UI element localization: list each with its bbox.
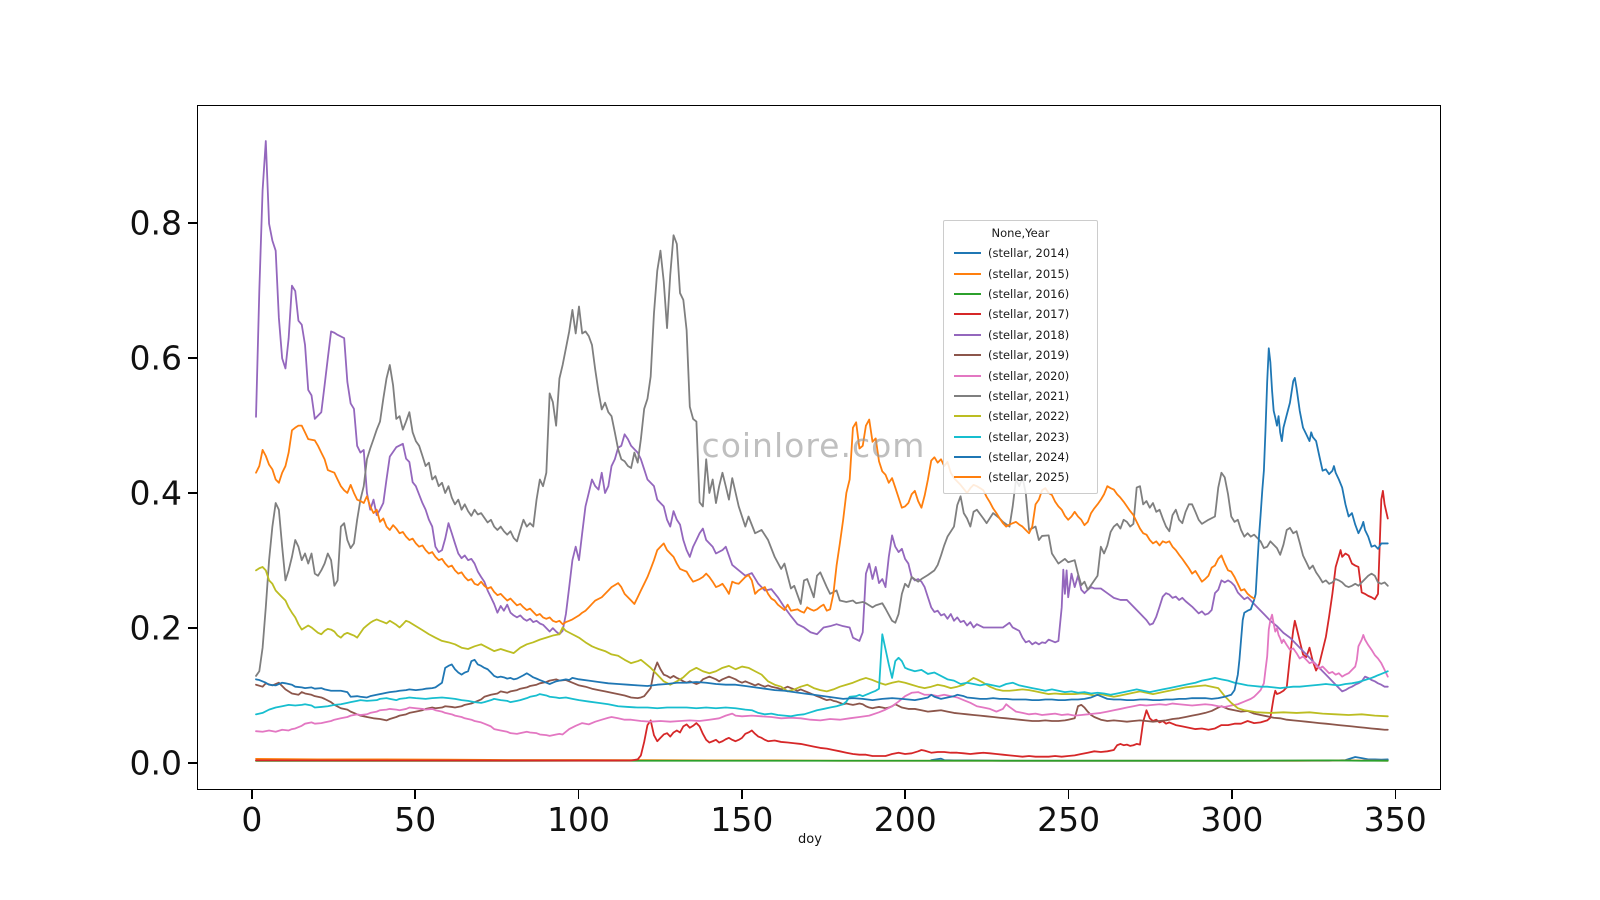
- x-tick-mark: [251, 790, 253, 799]
- legend-item-2020: (stellar, 2020): [950, 365, 1091, 385]
- legend-item-label: (stellar, 2020): [988, 368, 1070, 383]
- x-axis-label: doy: [798, 832, 822, 847]
- legend-line-swatch: [954, 394, 981, 397]
- series-line-stellar-2024: [255, 347, 1389, 702]
- legend-item-2025: (stellar, 2025): [950, 467, 1091, 487]
- legend: None,Year (stellar, 2014) (stellar, 2015)…: [943, 220, 1098, 494]
- plot-lines: [255, 140, 1389, 762]
- legend-item-label: (stellar, 2015): [988, 266, 1070, 281]
- plot-area: coinlore.com None,Year (stellar, 2014) (s…: [197, 105, 1441, 790]
- y-tick-label: 0.4: [129, 473, 182, 513]
- x-tick-label: 200: [873, 800, 937, 839]
- x-tick-mark: [1231, 790, 1233, 799]
- legend-item-label: (stellar, 2019): [988, 348, 1070, 363]
- legend-line-swatch: [954, 435, 981, 438]
- legend-line-swatch: [954, 374, 981, 377]
- series-line-stellar-2023: [255, 633, 1389, 718]
- y-tick-mark: [188, 357, 197, 359]
- legend-line-swatch: [954, 252, 981, 255]
- x-tick-label: 0: [241, 800, 263, 839]
- legend-line-swatch: [954, 333, 981, 336]
- x-tick-mark: [1394, 790, 1396, 799]
- y-tick-label: 0.0: [129, 743, 182, 783]
- legend-item-2016: (stellar, 2016): [950, 284, 1091, 304]
- legend-item-label: (stellar, 2018): [988, 327, 1070, 342]
- series-line-stellar-2022: [255, 566, 1389, 718]
- legend-item-label: (stellar, 2014): [988, 246, 1070, 261]
- y-tick-mark: [188, 222, 197, 224]
- x-tick-label: 150: [710, 800, 774, 839]
- x-tick-mark: [904, 790, 906, 799]
- legend-title: None,Year: [991, 226, 1050, 240]
- x-tick-label: 350: [1363, 800, 1427, 839]
- legend-item-label: (stellar, 2025): [988, 470, 1070, 485]
- legend-line-swatch: [954, 272, 981, 275]
- legend-item-2014: (stellar, 2014): [950, 243, 1091, 263]
- legend-line-swatch: [954, 313, 981, 316]
- y-tick-label: 0.8: [129, 203, 182, 243]
- y-tick-mark: [188, 627, 197, 629]
- x-tick-label: 250: [1037, 800, 1101, 839]
- x-tick-mark: [741, 790, 743, 799]
- legend-line-swatch: [954, 415, 981, 418]
- legend-items: (stellar, 2014) (stellar, 2015) (stellar, …: [950, 243, 1091, 488]
- legend-item-label: (stellar, 2022): [988, 409, 1070, 424]
- series-line-stellar-2017: [255, 489, 1389, 762]
- legend-line-swatch: [954, 354, 981, 357]
- y-tick-label: 0.2: [129, 608, 182, 648]
- series-line-stellar-2019: [255, 661, 1389, 731]
- legend-item-2019: (stellar, 2019): [950, 345, 1091, 365]
- series-line-stellar-2025: [255, 418, 1255, 626]
- y-tick-mark: [188, 492, 197, 494]
- series-line-stellar-2020: [255, 613, 1389, 737]
- y-tick-label: 0.6: [129, 338, 182, 378]
- series-line-stellar-2021: [255, 234, 1389, 677]
- legend-line-swatch: [954, 456, 981, 459]
- legend-item-label: (stellar, 2023): [988, 429, 1070, 444]
- legend-item-label: (stellar, 2016): [988, 286, 1070, 301]
- x-tick-label: 100: [547, 800, 611, 839]
- y-tick-mark: [188, 762, 197, 764]
- legend-item-2015: (stellar, 2015): [950, 263, 1091, 283]
- legend-line-swatch: [954, 476, 981, 479]
- legend-item-2022: (stellar, 2022): [950, 406, 1091, 426]
- legend-line-swatch: [954, 292, 981, 295]
- x-tick-mark: [414, 790, 416, 799]
- series-line-stellar-2018: [255, 140, 1389, 693]
- legend-item-2021: (stellar, 2021): [950, 386, 1091, 406]
- x-tick-label: 50: [394, 800, 437, 839]
- x-tick-mark: [1067, 790, 1070, 799]
- legend-item-2023: (stellar, 2023): [950, 427, 1091, 447]
- x-tick-label: 300: [1200, 800, 1264, 839]
- legend-item-label: (stellar, 2024): [988, 450, 1070, 465]
- legend-item-2024: (stellar, 2024): [950, 447, 1091, 467]
- legend-item-label: (stellar, 2021): [988, 388, 1070, 403]
- legend-item-2017: (stellar, 2017): [950, 304, 1091, 324]
- watermark-text: coinlore.com: [701, 426, 926, 465]
- x-tick-mark: [577, 790, 580, 799]
- legend-item-label: (stellar, 2017): [988, 307, 1070, 322]
- legend-item-2018: (stellar, 2018): [950, 325, 1091, 345]
